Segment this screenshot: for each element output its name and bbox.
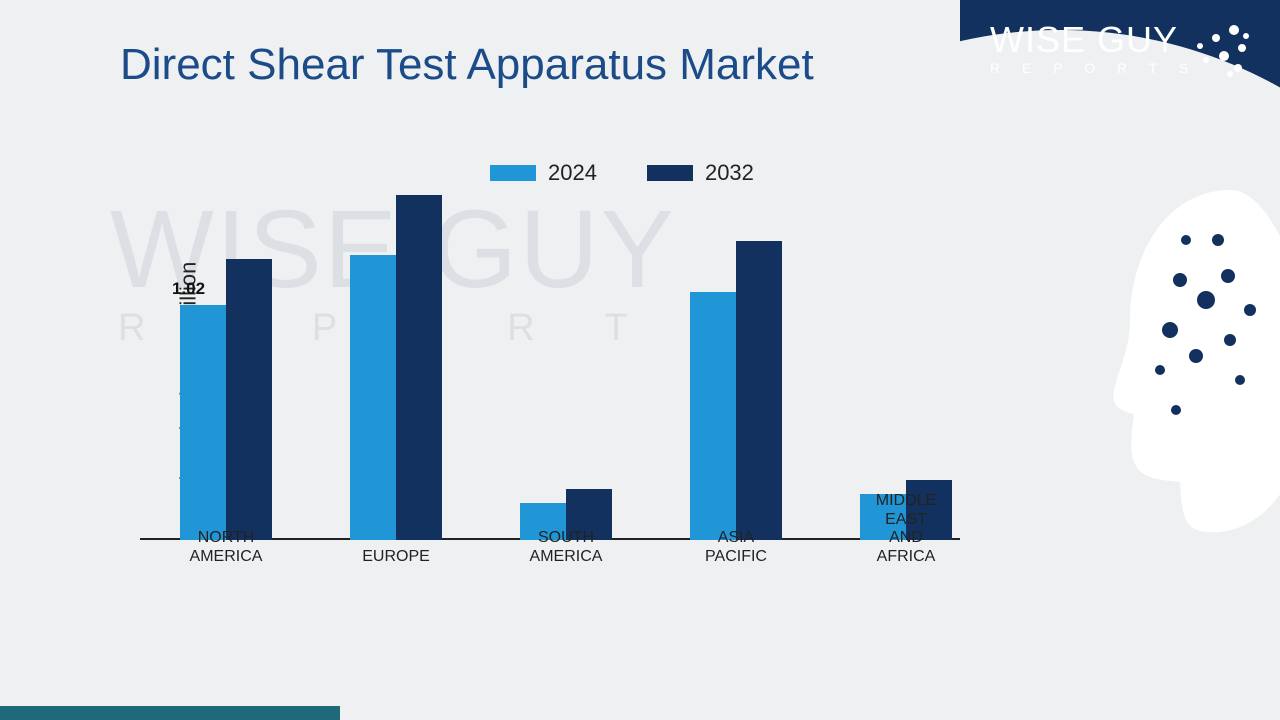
bar-2024 [350, 255, 396, 540]
bottom-strip [0, 706, 340, 720]
head-silhouette-icon [1110, 180, 1280, 540]
bar-group: SOUTH AMERICA [520, 489, 612, 540]
chart: 2024 2032 Market Size in USD Billion NOR… [60, 160, 960, 620]
plot-area: NORTH AMERICA EUROPE SOUTH AMERICA ASIA PAC… [140, 172, 960, 540]
brand-logo: WISE GUY R E P O R T S [990, 22, 1250, 76]
bar-group: NORTH AMERICA [180, 259, 272, 540]
group-label: MIDDLE EAST AND AFRICA [876, 492, 936, 566]
group-label: SOUTH AMERICA [530, 529, 603, 566]
right-panel [960, 0, 1280, 720]
bar-group: ASIA PACIFIC [690, 241, 782, 540]
group-label: NORTH AMERICA [190, 529, 263, 566]
group-label: EUROPE [362, 548, 430, 566]
group-label: ASIA PACIFIC [705, 529, 767, 566]
value-label: 1.02 [172, 279, 205, 299]
bar-2024 [180, 305, 226, 540]
bar-2032 [396, 195, 442, 540]
stage: WISE GUY R E P O R T S Direct Shear Test… [0, 0, 1280, 720]
bar-2032 [226, 259, 272, 540]
chart-title: Direct Shear Test Apparatus Market [120, 40, 814, 90]
bar-2032 [736, 241, 782, 540]
brand-dots-icon [1186, 16, 1256, 86]
bar-group: MIDDLE EAST AND AFRICA [860, 480, 952, 540]
bar-2024 [690, 292, 736, 540]
bar-group: EUROPE [350, 195, 442, 540]
